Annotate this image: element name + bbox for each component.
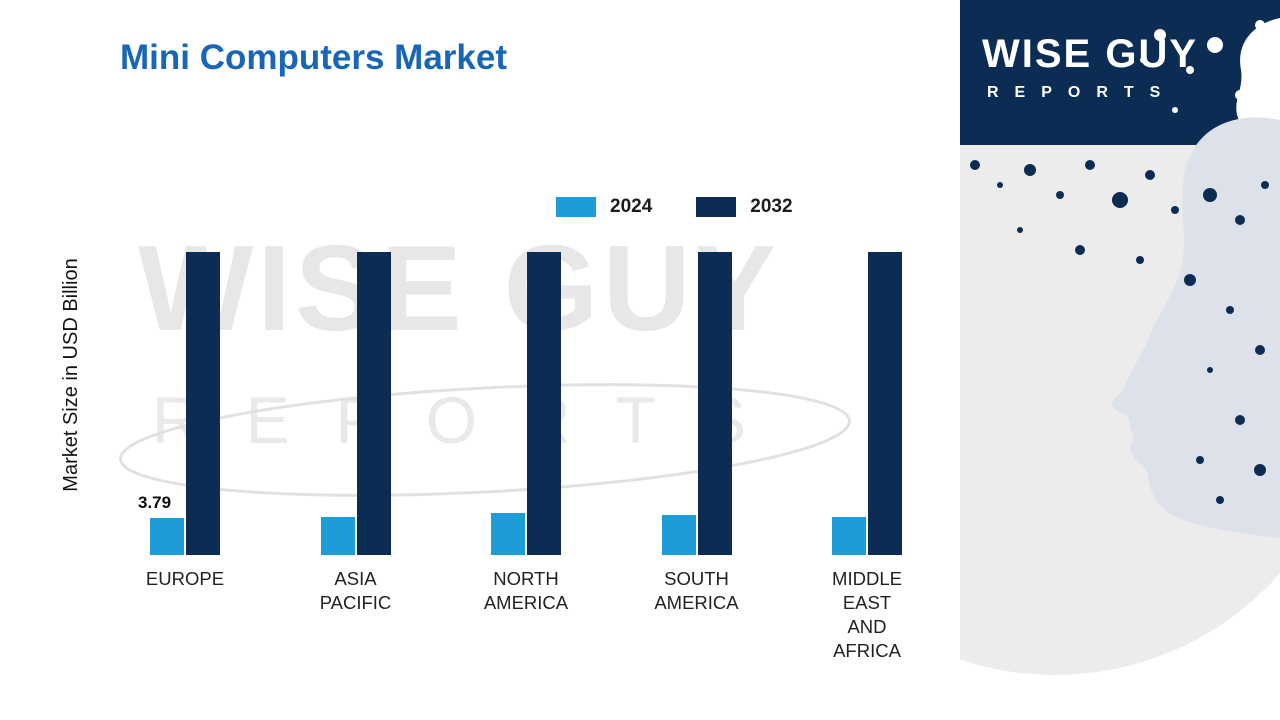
bar-2032-middle-east-and-africa <box>868 252 902 555</box>
legend-swatch-2024 <box>556 197 596 217</box>
bar-2024-north-america <box>491 513 525 555</box>
bar-2032-south-america <box>697 252 732 555</box>
logo-subtext: REPORTS <box>987 84 1177 101</box>
bar-2032-north-america <box>527 252 561 555</box>
legend-label-2032: 2032 <box>750 196 793 217</box>
category-label-europe: EUROPE <box>145 568 225 589</box>
plot-area: 3.79 EUROPE ASIA PACIFIC NORTH AMERICA SOUTH AM… <box>138 252 902 661</box>
bar-2024-asia-pacific <box>320 517 355 555</box>
bar-2024-south-america <box>661 515 696 555</box>
bar-group-south-america: SOUTH AMERICA <box>654 252 739 613</box>
page-title: Mini Computers Market <box>120 38 507 77</box>
category-label-south-america: SOUTH AMERICA <box>654 568 739 614</box>
watermark-subtext: REPORTS <box>152 383 792 457</box>
chart-legend: 2024 2032 <box>556 196 793 218</box>
brand-graphic-art <box>755 0 1280 675</box>
bar-2032-asia-pacific <box>356 252 391 555</box>
dot-pattern-white <box>1140 20 1265 113</box>
category-label-north-america: NORTH AMERICA <box>483 568 569 614</box>
bar-group-north-america: NORTH AMERICA <box>484 252 568 613</box>
logo-wordmark: WISE GUY <box>982 32 1199 76</box>
bar-value-label: 3.79 <box>138 493 172 512</box>
watermark-wordmark: WISE GUY <box>138 220 781 356</box>
bar-group-europe: 3.79 EUROPE <box>138 252 224 589</box>
category-label-asia-pacific: ASIA PACIFIC <box>319 568 392 614</box>
logo-band <box>960 0 1280 145</box>
bar-2024-middle-east-and-africa <box>832 517 866 555</box>
legend-swatch-2032 <box>696 197 737 217</box>
bar-2032-europe <box>186 252 220 555</box>
head-accent-small <box>1236 18 1280 143</box>
bar-group-middle-east-and-africa: MIDDLE EAST AND AFRICA <box>832 252 902 661</box>
brand-graphic-panel: WISE GUY REPORTS <box>755 0 1280 720</box>
y-axis-label: Market Size in USD Billion <box>60 258 82 492</box>
bar-group-asia-pacific: ASIA PACIFIC <box>320 252 391 613</box>
category-label-middle-east-and-africa: MIDDLE EAST AND AFRICA <box>832 568 902 662</box>
dot-pattern-navy <box>970 160 1269 504</box>
bar-2024-europe <box>150 518 184 555</box>
legend-item-2032: 2032 <box>696 196 793 218</box>
watermark-swoosh <box>118 383 852 497</box>
legend-label-2024: 2024 <box>610 196 653 217</box>
legend-item-2024: 2024 <box>556 196 652 218</box>
